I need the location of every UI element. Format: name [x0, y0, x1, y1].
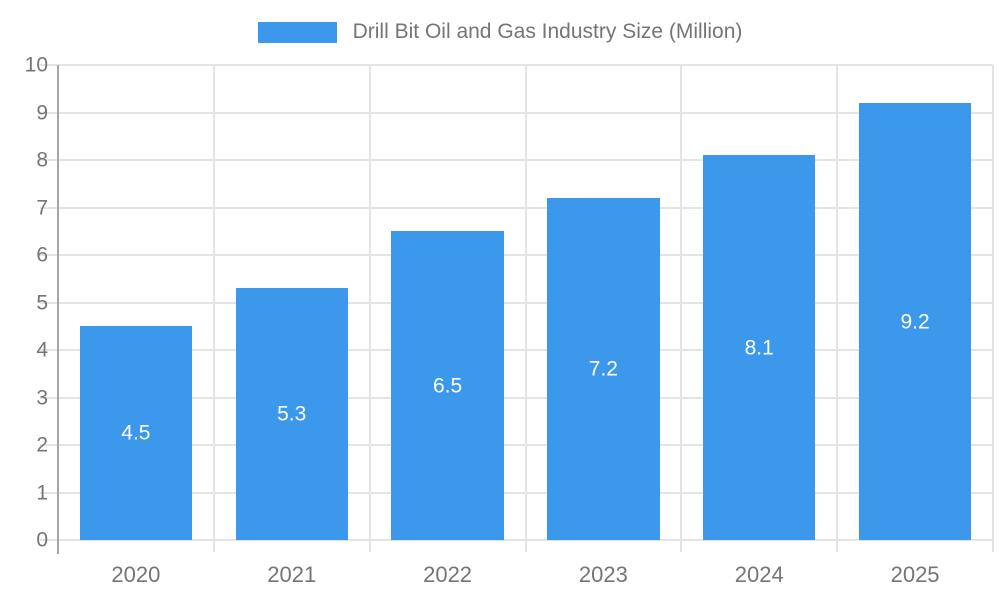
y-tick-mark — [40, 301, 58, 304]
bar-value-label: 9.2 — [900, 310, 930, 333]
y-tick-mark — [40, 539, 58, 541]
plot-area: 0 1 2 3 4 5 6 7 8 9 10 4.5 2020 5.3 2021 6.5 2022 7.2 2023… — [25, 55, 994, 587]
y-tick-mark — [40, 491, 58, 494]
bar-value-label: 8.1 — [744, 336, 774, 360]
y-axis-line — [57, 65, 59, 554]
legend-swatch — [257, 21, 337, 43]
x-axis-tick-label: 2025 — [890, 562, 940, 587]
bar: 9.2 — [858, 103, 972, 540]
bar: 5.3 — [235, 288, 348, 540]
bar-value-label: 5.3 — [277, 402, 307, 426]
y-tick-mark — [40, 111, 58, 114]
x-axis-tick-label: 2021 — [267, 562, 317, 587]
y-axis-tick-label: 3 — [36, 386, 48, 409]
bar: 8.1 — [703, 155, 816, 540]
y-axis-tick-label: 1 — [36, 481, 48, 504]
bar-value-label: 6.5 — [432, 374, 463, 398]
y-axis-tick-label: 7 — [36, 196, 48, 219]
bar: 6.5 — [391, 231, 504, 540]
x-axis-tick-label: 2020 — [111, 562, 161, 587]
x-gridline — [368, 65, 371, 552]
bar: 4.5 — [79, 326, 192, 540]
y-tick-mark — [40, 159, 58, 161]
bar-value-label: 4.5 — [121, 421, 151, 445]
y-axis-tick-label: 4 — [36, 338, 48, 362]
bar: 7.2 — [547, 198, 660, 540]
x-gridline — [680, 65, 683, 552]
x-axis-tick-label: 2023 — [578, 562, 628, 587]
y-axis-tick-label: 5 — [36, 291, 48, 314]
y-tick-mark — [40, 206, 58, 209]
chart-legend: Drill Bit Oil and Gas Industry Size (Mil… — [0, 20, 1000, 44]
y-tick-mark — [40, 64, 58, 66]
y-axis-tick-label: 0 — [36, 528, 48, 552]
bar-value-label: 7.2 — [588, 357, 618, 381]
y-axis-tick-label: 9 — [36, 101, 48, 124]
y-axis-tick-label: 8 — [36, 148, 48, 172]
y-tick-mark — [40, 349, 58, 351]
legend-label: Drill Bit Oil and Gas Industry Size (Mil… — [352, 20, 743, 43]
x-gridline — [836, 65, 839, 552]
y-tick-mark — [40, 444, 58, 446]
x-gridline — [524, 65, 527, 552]
y-tick-mark — [40, 396, 58, 399]
y-axis-tick-label: 6 — [36, 243, 48, 267]
y-axis-tick-label: 2 — [36, 433, 48, 457]
x-gridline — [992, 65, 994, 552]
x-axis-tick-label: 2024 — [734, 562, 784, 587]
x-axis-tick-label: 2022 — [423, 562, 473, 587]
y-axis-tick-label: 10 — [24, 53, 48, 77]
y-tick-mark — [40, 254, 58, 256]
x-gridline — [212, 65, 215, 552]
